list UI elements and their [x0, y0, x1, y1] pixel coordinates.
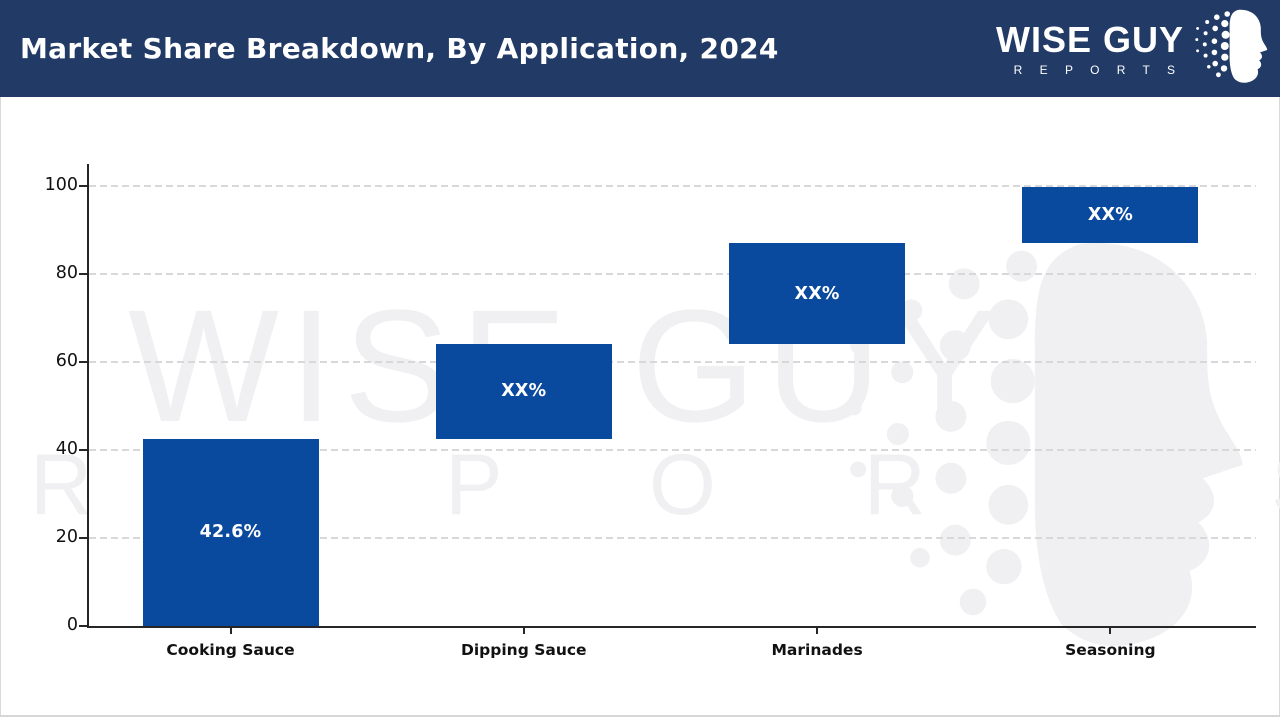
bar-seasoning: XX% — [1022, 187, 1199, 244]
bar-value-label: 42.6% — [199, 522, 262, 543]
bar-value-label: XX% — [1087, 205, 1133, 226]
x-tick-mark-0 — [229, 628, 232, 634]
wise-guy-logo: WISE GUY R E P O R T S — [996, 6, 1270, 94]
y-tick-label-60: 60 — [55, 351, 78, 371]
x-category-label-3: Seasoning — [1065, 641, 1156, 659]
y-tick-label-40: 40 — [55, 439, 78, 459]
x-tick-mark-1 — [522, 628, 525, 634]
x-category-label-0: Cooking Sauce — [166, 641, 295, 659]
y-tick-mark-80 — [79, 273, 87, 275]
bar-cooking-sauce: 42.6% — [142, 438, 319, 626]
bar-value-label: XX% — [501, 381, 547, 402]
x-category-label-2: Marinades — [771, 641, 863, 659]
y-tick-label-100: 100 — [44, 175, 78, 195]
logo-text: WISE GUY R E P O R T S — [995, 19, 1184, 78]
y-tick-mark-20 — [79, 537, 87, 539]
y-tick-label-0: 0 — [66, 615, 78, 635]
bar-marinades: XX% — [729, 243, 906, 345]
logo-reports-label: R E P O R T S — [1013, 63, 1182, 77]
x-tick-mark-3 — [1109, 628, 1112, 634]
logo-head-icon — [1195, 9, 1268, 83]
y-tick-label-80: 80 — [55, 263, 78, 283]
watermark-head-icon — [845, 242, 1243, 647]
x-category-label-1: Dipping Sauce — [461, 641, 587, 659]
bar-value-label: XX% — [794, 283, 840, 304]
header-bar: Market Share Breakdown, By Application, … — [0, 0, 1280, 97]
y-tick-label-20: 20 — [55, 527, 78, 547]
y-tick-mark-60 — [79, 361, 87, 363]
page-title: Market Share Breakdown, By Application, … — [20, 32, 779, 65]
gridline-y-80 — [89, 273, 1256, 275]
y-tick-mark-40 — [79, 449, 87, 451]
y-axis-line — [87, 164, 89, 628]
gridline-y-60 — [89, 361, 1256, 363]
x-tick-mark-2 — [816, 628, 819, 634]
gridline-y-20 — [89, 537, 1256, 539]
y-tick-mark-0 — [79, 625, 87, 627]
gridline-y-40 — [89, 449, 1256, 451]
x-axis-line — [87, 626, 1256, 628]
gridline-y-100 — [89, 185, 1256, 187]
y-tick-mark-100 — [79, 185, 87, 187]
logo-wiseguy-label: WISE GUY — [995, 19, 1184, 60]
bar-dipping-sauce: XX% — [435, 344, 612, 439]
